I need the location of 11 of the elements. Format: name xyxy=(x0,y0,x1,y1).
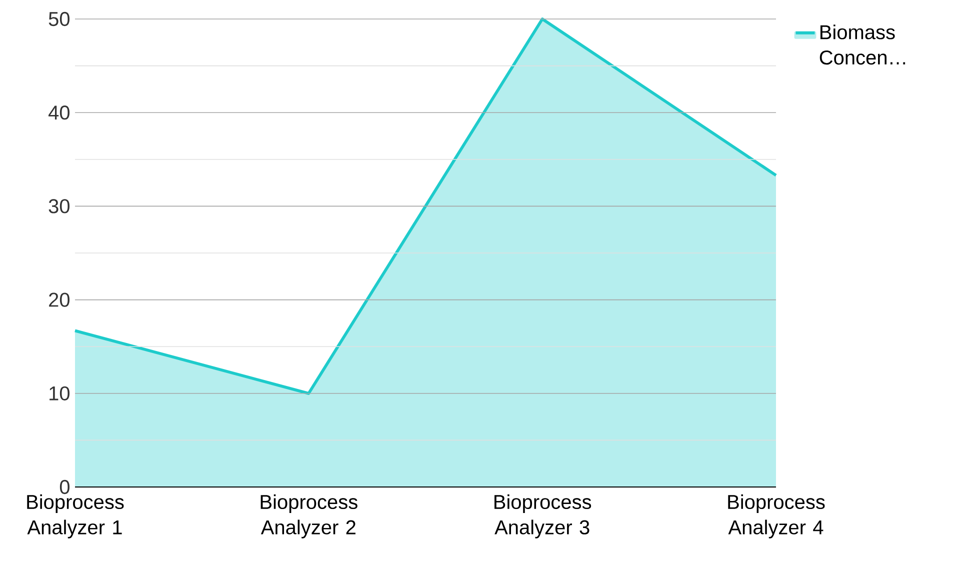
y-tick-label: 30 xyxy=(48,199,70,214)
y-tick-label: 0 xyxy=(60,480,70,494)
y-tick-label: 40 xyxy=(48,106,70,120)
y-tick-label: 20 xyxy=(49,292,70,307)
legend-label: Biomass Concen… xyxy=(820,24,906,65)
y-tick-label: 50 xyxy=(48,12,70,26)
x-tick-label: Bioprocess Analyzer 4 xyxy=(728,494,825,538)
x-tick-label: Bioprocess Analyzer 1 xyxy=(27,494,124,538)
x-tick-label: Bioprocess Analyzer 2 xyxy=(260,494,358,538)
x-tick-label: Bioprocess Analyzer 3 xyxy=(494,494,592,538)
y-tick-label: 10 xyxy=(50,386,70,400)
